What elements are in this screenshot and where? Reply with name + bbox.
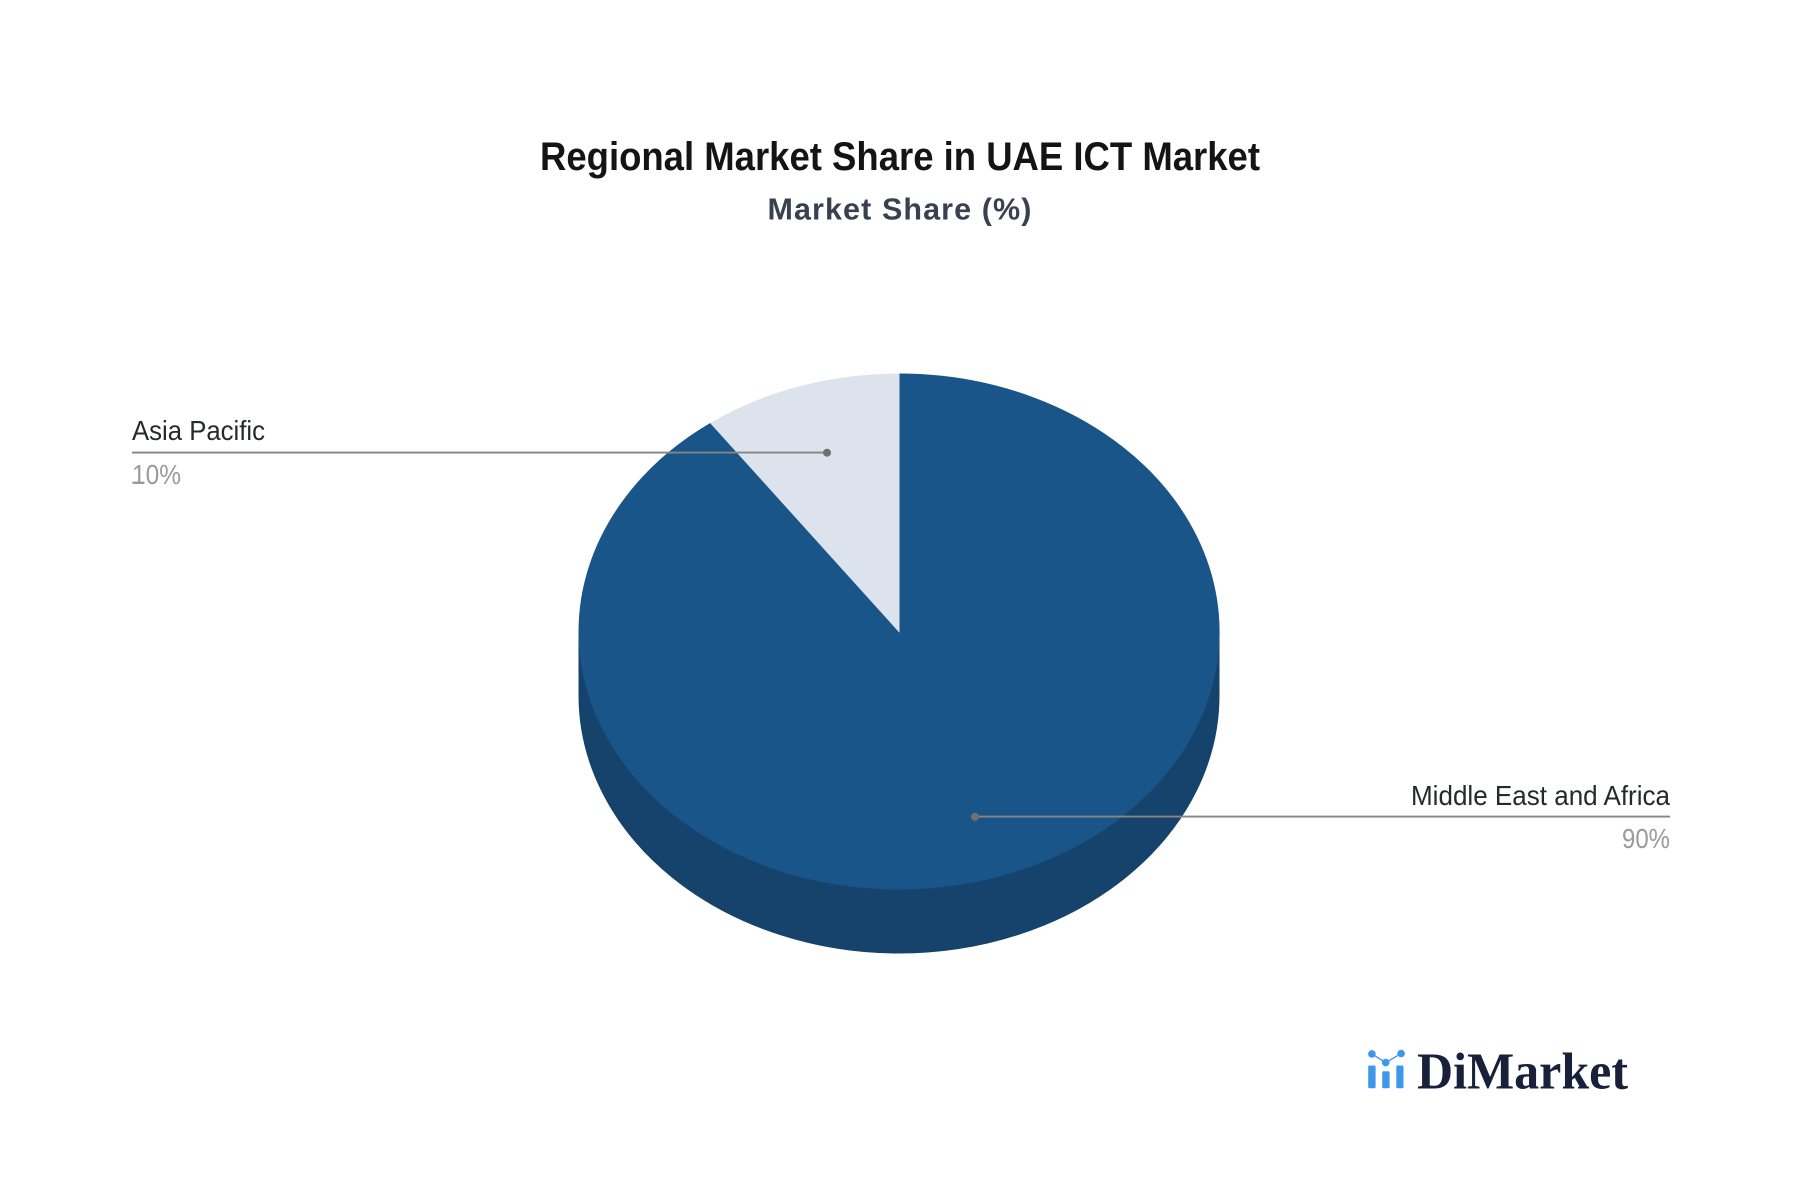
svg-text:Middle East and Africa: Middle East and Africa xyxy=(1411,780,1670,811)
svg-text:10%: 10% xyxy=(132,459,181,490)
svg-text:90%: 90% xyxy=(1622,823,1670,854)
svg-text:Regional Market Share in UAE I: Regional Market Share in UAE ICT Market xyxy=(540,135,1260,179)
svg-text:DiMarket: DiMarket xyxy=(1417,1044,1629,1101)
svg-text:Asia Pacific: Asia Pacific xyxy=(132,415,265,446)
svg-text:Market Share (%): Market Share (%) xyxy=(767,193,1032,227)
